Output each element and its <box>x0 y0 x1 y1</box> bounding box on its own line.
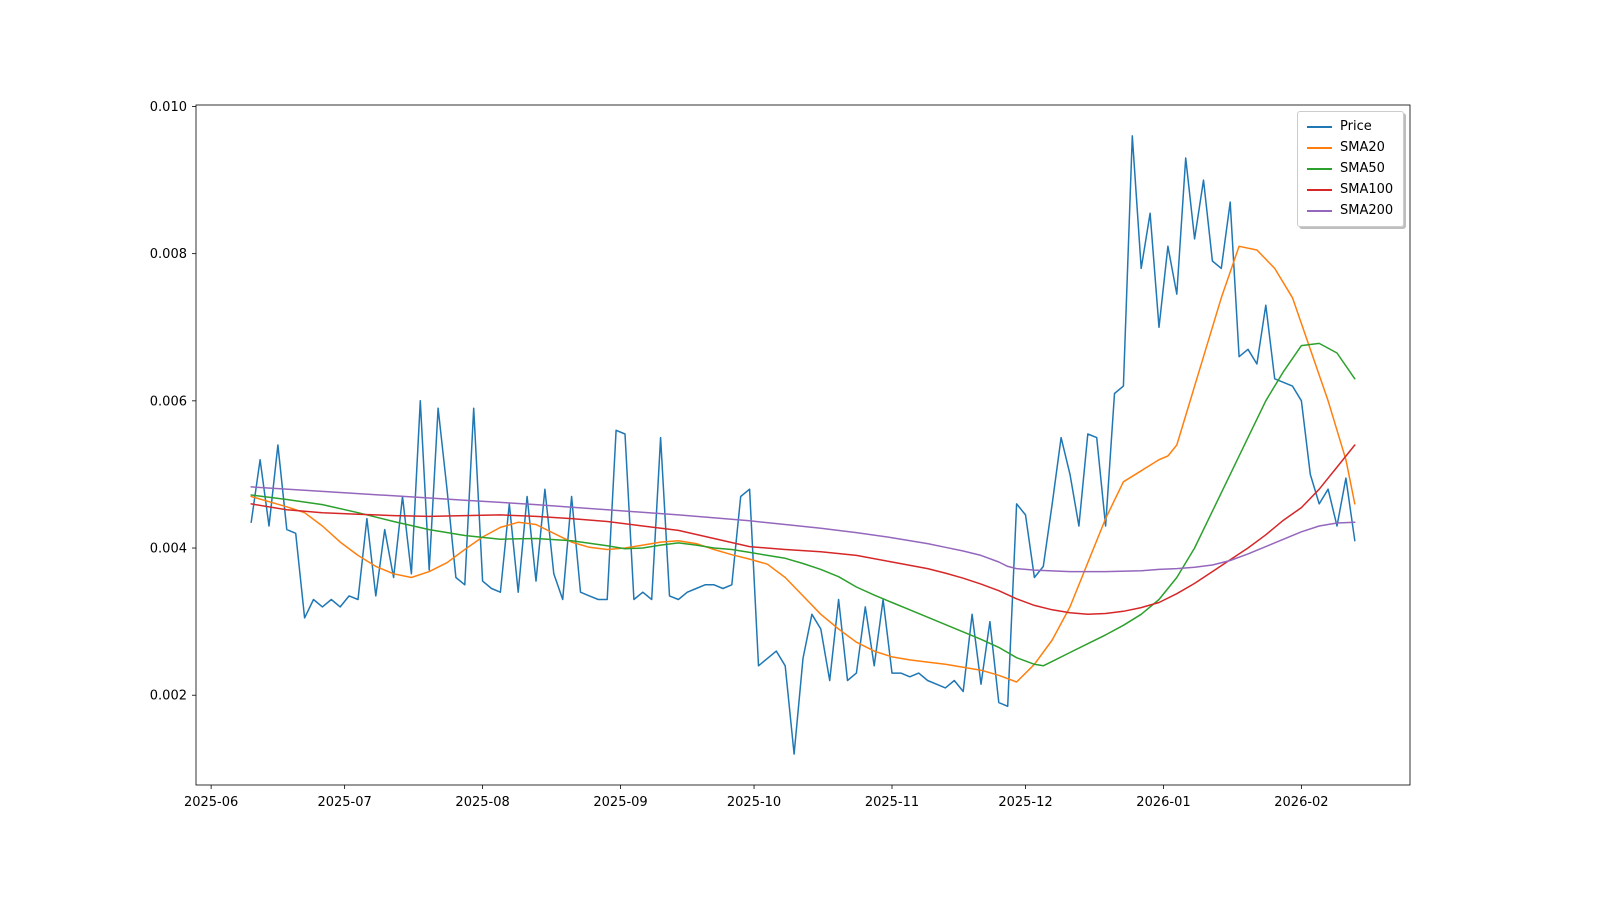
legend: Price SMA20 SMA50 SMA100 SMA200 <box>1297 111 1405 227</box>
legend-line-sample <box>1307 126 1332 128</box>
y-tick-label: 0.008 <box>150 247 187 262</box>
y-tick-label: 0.002 <box>150 689 187 704</box>
x-tick-label: 2026-02 <box>1274 795 1328 810</box>
x-tick-label: 2025-09 <box>593 795 647 810</box>
legend-line-sample <box>1307 210 1332 212</box>
x-tick-label: 2026-01 <box>1136 795 1190 810</box>
y-tick-label: 0.010 <box>150 100 187 115</box>
legend-item-sma50: SMA50 <box>1307 161 1393 177</box>
legend-item-price: Price <box>1307 119 1393 135</box>
legend-item-sma20: SMA20 <box>1307 140 1393 156</box>
legend-item-sma100: SMA100 <box>1307 182 1393 198</box>
x-tick-label: 2025-11 <box>865 795 919 810</box>
x-tick-label: 2025-08 <box>455 795 509 810</box>
x-tick-label: 2025-10 <box>727 795 781 810</box>
axes-frame <box>195 104 1411 786</box>
legend-label: SMA200 <box>1340 203 1394 218</box>
y-tick-label: 0.006 <box>150 394 187 409</box>
legend-label: SMA100 <box>1340 182 1394 197</box>
legend-item-sma200: SMA200 <box>1307 203 1393 219</box>
series-line-sma50 <box>250 342 1356 667</box>
x-tick-label: 2025-12 <box>998 795 1052 810</box>
y-tick-label: 0.004 <box>150 542 187 557</box>
legend-label: SMA20 <box>1340 140 1385 155</box>
series-line-price <box>250 135 1356 755</box>
x-tick-label: 2025-06 <box>184 795 238 810</box>
legend-label: SMA50 <box>1340 161 1385 176</box>
series-line-sma20 <box>250 245 1356 683</box>
legend-line-sample <box>1307 189 1332 191</box>
x-tick-label: 2025-07 <box>317 795 371 810</box>
series-line-sma200 <box>250 486 1356 573</box>
legend-label: Price <box>1340 119 1372 134</box>
legend-line-sample <box>1307 168 1332 170</box>
legend-line-sample <box>1307 147 1332 149</box>
